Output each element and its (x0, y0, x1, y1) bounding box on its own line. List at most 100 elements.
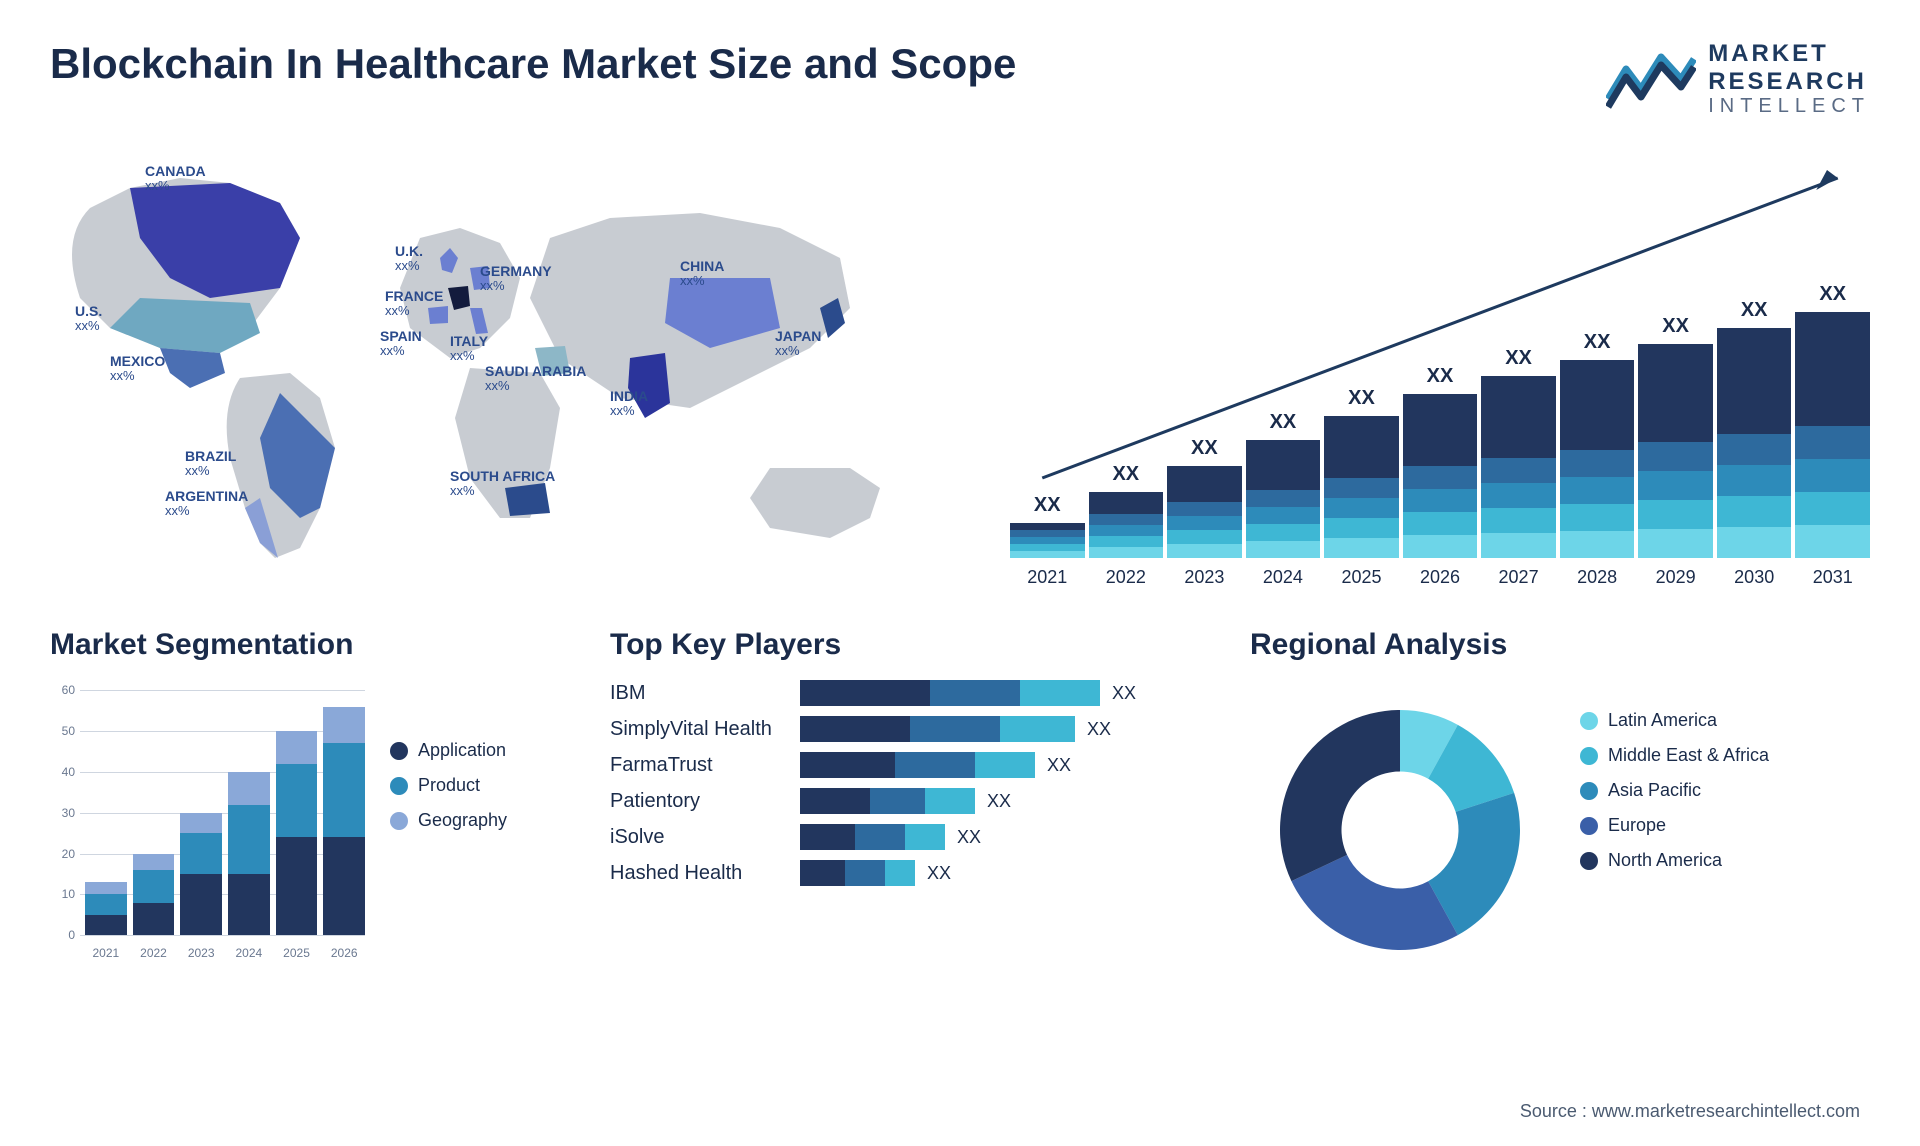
growth-bar-2023: XX (1167, 437, 1242, 558)
growth-bar-label: XX (1034, 494, 1061, 517)
header: Blockchain In Healthcare Market Size and… (50, 40, 1870, 118)
regional-panel: Regional Analysis Latin America Middle Ea… (1250, 628, 1870, 1008)
growth-bar-segment (1795, 492, 1870, 525)
growth-bar-label: XX (1191, 437, 1218, 460)
map-label-china: CHINAxx% (680, 258, 724, 289)
kp-bar (800, 860, 915, 886)
kp-row: Hashed HealthXX (610, 860, 1210, 886)
regional-donut (1250, 680, 1550, 960)
growth-bar-segment (1717, 496, 1792, 527)
map-label-southafrica: SOUTH AFRICAxx% (450, 468, 555, 499)
seg-ytick: 30 (50, 806, 75, 820)
growth-bar-segment (1795, 426, 1870, 459)
seg-bar-segment (180, 833, 222, 874)
growth-xaxis-label: 2025 (1324, 567, 1399, 588)
key-players-title: Top Key Players (610, 628, 1210, 662)
growth-bar-segment (1481, 376, 1556, 458)
map-label-us: U.S.xx% (75, 303, 102, 334)
kp-bar-segment (925, 788, 975, 814)
growth-bar-segment (1324, 518, 1399, 538)
growth-bar-segment (1089, 547, 1164, 558)
segmentation-chart: 0102030405060 202120222023202420252026 (50, 680, 370, 960)
segmentation-title: Market Segmentation (50, 628, 570, 662)
legend-label: Application (418, 740, 506, 761)
growth-xaxis-label: 2022 (1089, 567, 1164, 588)
legend-dot-icon (1580, 782, 1598, 800)
growth-bar-label: XX (1662, 315, 1689, 338)
seg-bar-segment (133, 854, 175, 870)
segmentation-panel: Market Segmentation 0102030405060 202120… (50, 628, 570, 1008)
kp-bar-segment (1020, 680, 1100, 706)
kp-value: XX (957, 827, 981, 848)
map-label-canada: CANADAxx% (145, 163, 206, 194)
growth-bar-2021: XX (1010, 494, 1085, 558)
growth-bar-segment (1560, 504, 1635, 531)
kp-value: XX (1087, 719, 1111, 740)
growth-bar-segment (1246, 507, 1321, 524)
regional-legend-item: Middle East & Africa (1580, 745, 1870, 766)
kp-bar-segment (800, 752, 895, 778)
world-map: CANADAxx%U.S.xx%MEXICOxx%BRAZILxx%ARGENT… (50, 148, 950, 588)
seg-xaxis-label: 2021 (85, 946, 127, 960)
kp-name: IBM (610, 682, 800, 705)
map-label-india: INDIAxx% (610, 388, 648, 419)
growth-bar-segment (1167, 502, 1242, 516)
regional-legend-item: Europe (1580, 815, 1870, 836)
seg-bar-segment (323, 837, 365, 935)
growth-xaxis-label: 2031 (1795, 567, 1870, 588)
top-row: CANADAxx%U.S.xx%MEXICOxx%BRAZILxx%ARGENT… (50, 148, 1870, 588)
seg-legend-item: Product (390, 775, 570, 796)
seg-ytick: 40 (50, 765, 75, 779)
regional-title: Regional Analysis (1250, 628, 1870, 662)
growth-bar-2025: XX (1324, 387, 1399, 558)
kp-bar (800, 788, 975, 814)
growth-xaxis-label: 2024 (1246, 567, 1321, 588)
seg-bar-segment (276, 731, 318, 764)
key-players-panel: Top Key Players IBM XX SimplyVital Health X… (610, 628, 1210, 1008)
growth-bar-segment (1795, 525, 1870, 558)
growth-bar-segment (1717, 328, 1792, 434)
kp-bar-segment (895, 752, 975, 778)
growth-bar-segment (1167, 516, 1242, 530)
growth-bar-segment (1717, 465, 1792, 496)
kp-bar-segment (855, 824, 905, 850)
growth-bar-segment (1010, 551, 1085, 558)
kp-row: FarmaTrustXX (610, 752, 1210, 778)
kp-value: XX (1047, 755, 1071, 776)
growth-bar-segment (1560, 531, 1635, 558)
seg-bar-segment (323, 743, 365, 837)
seg-ytick: 20 (50, 847, 75, 861)
growth-bar-2027: XX (1481, 347, 1556, 558)
regional-legend-item: Latin America (1580, 710, 1870, 731)
growth-bar-label: XX (1427, 365, 1454, 388)
seg-bar-segment (323, 707, 365, 744)
growth-xaxis-label: 2021 (1010, 567, 1085, 588)
seg-xaxis-label: 2022 (133, 946, 175, 960)
growth-bar-segment (1089, 514, 1164, 525)
legend-label: Geography (418, 810, 507, 831)
growth-bar-label: XX (1112, 463, 1139, 486)
growth-bar-segment (1324, 498, 1399, 518)
seg-bar-segment (85, 894, 127, 914)
kp-bar-segment (800, 680, 930, 706)
brand-logo: MARKET RESEARCH INTELLECT (1606, 40, 1870, 118)
growth-bar-segment (1246, 440, 1321, 490)
kp-bar-segment (870, 788, 925, 814)
growth-xaxis-label: 2027 (1481, 567, 1556, 588)
kp-bar-segment (930, 680, 1020, 706)
growth-bar-label: XX (1819, 283, 1846, 306)
legend-label: Middle East & Africa (1608, 745, 1769, 766)
kp-name: SimplyVital Health (610, 718, 800, 741)
seg-xaxis-label: 2023 (180, 946, 222, 960)
logo-mark-icon (1606, 49, 1696, 109)
kp-bar-segment (800, 788, 870, 814)
growth-bar-segment (1010, 537, 1085, 544)
legend-label: Product (418, 775, 480, 796)
seg-bar-segment (276, 837, 318, 935)
seg-ytick: 50 (50, 724, 75, 738)
growth-bar-label: XX (1270, 411, 1297, 434)
growth-bar-segment (1167, 530, 1242, 544)
seg-legend-item: Application (390, 740, 570, 761)
growth-bar-segment (1481, 508, 1556, 533)
seg-xaxis-label: 2026 (323, 946, 365, 960)
